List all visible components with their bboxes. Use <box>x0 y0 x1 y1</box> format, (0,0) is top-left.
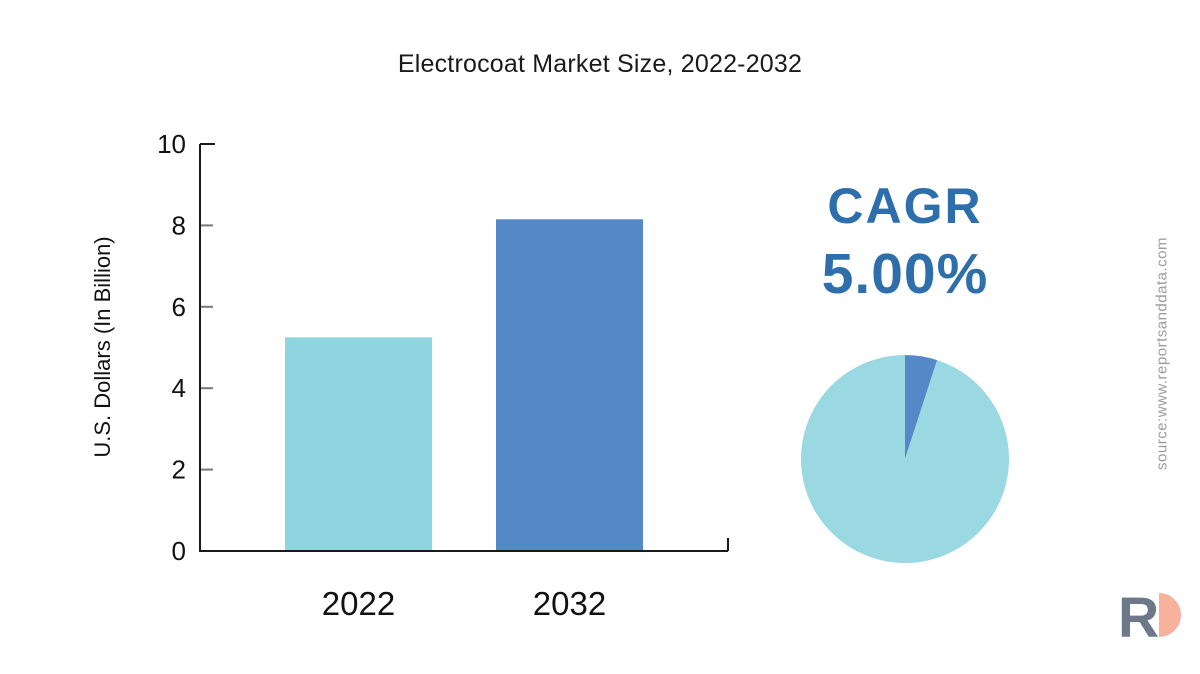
y-tick-label-10: 10 <box>157 129 186 159</box>
y-tick-label-0: 0 <box>172 536 186 566</box>
x-category-label-2022: 2022 <box>322 585 395 622</box>
cagr-value: 5.00% <box>821 241 989 306</box>
pie-chart <box>801 355 1009 563</box>
cagr-label: CAGR <box>827 178 983 234</box>
source-attribution: source:www.reportsanddata.com <box>1153 237 1171 470</box>
pie-slice-remainder <box>801 355 1009 563</box>
bar-2022 <box>285 337 432 551</box>
brand-logo: R <box>1118 586 1181 648</box>
axis-end-caps <box>200 143 729 551</box>
y-tick-label-8: 8 <box>172 210 186 240</box>
x-category-label-2032: 2032 <box>533 585 606 622</box>
cagr-block: CAGR 5.00% <box>775 180 1035 304</box>
logo-d-mark <box>1159 593 1181 637</box>
y-tick-label-2: 2 <box>172 455 186 485</box>
axis-spine <box>199 144 728 552</box>
y-axis-title: U.S. Dollars (In Billion) <box>90 236 115 457</box>
y-tick-label-4: 4 <box>172 373 186 403</box>
bar-chart: 0 2 4 6 8 10 2022 2032 U.S. Dollars (In Billion) <box>90 129 729 622</box>
bar-2032 <box>496 219 643 552</box>
y-tick-label-6: 6 <box>172 292 186 322</box>
logo-letter-r: R <box>1118 586 1159 648</box>
chart-title: Electrocoat Market Size, 2022-2032 <box>397 50 803 78</box>
pie-slice-cagr <box>905 355 938 459</box>
